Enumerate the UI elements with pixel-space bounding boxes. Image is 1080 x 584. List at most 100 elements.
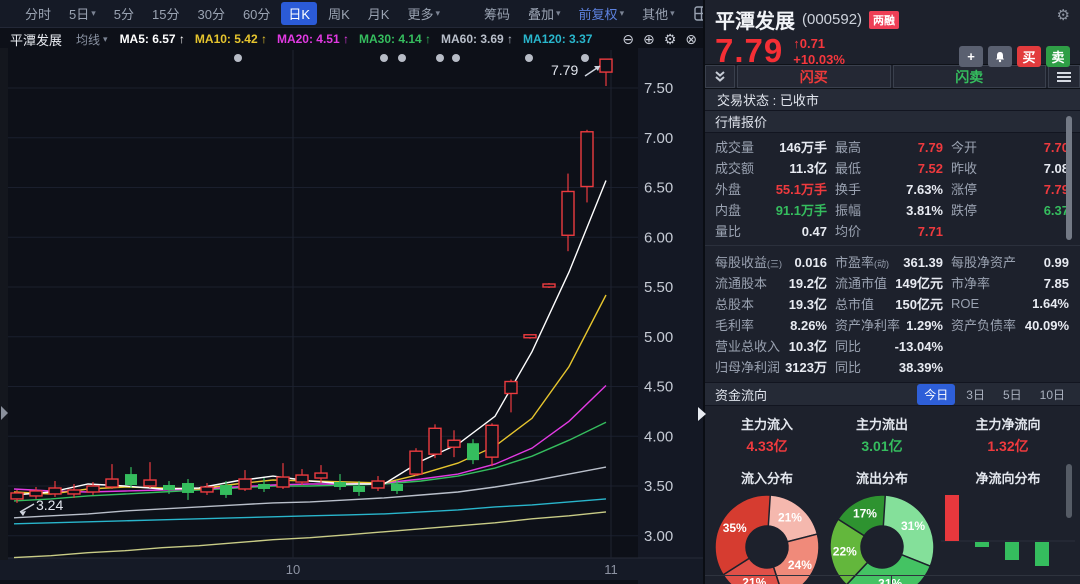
candle-body-down bbox=[467, 443, 479, 461]
candle-body-down bbox=[182, 483, 194, 493]
sell-button[interactable]: 卖 bbox=[1046, 46, 1070, 67]
period-tab-月K[interactable]: 月K bbox=[361, 2, 397, 25]
candle-body-up bbox=[371, 480, 385, 489]
finance-row: 营业总收入 10.3亿 同比 -13.04% bbox=[715, 335, 1072, 356]
event-dot bbox=[436, 54, 444, 62]
y-axis-label: 3.00 bbox=[644, 528, 673, 545]
finance-cell: 市净率 7.85 bbox=[951, 273, 1069, 292]
fund-tab-10日[interactable]: 10日 bbox=[1039, 387, 1065, 402]
chart-settings-icon[interactable]: ⚙ bbox=[663, 30, 677, 47]
donut-slice-label: 31% bbox=[901, 519, 925, 533]
quote-label: 外盘 bbox=[715, 182, 742, 197]
stock-name: 平潭发展 bbox=[715, 11, 795, 33]
period-tab-5日[interactable]: 5日 ▾ bbox=[62, 2, 103, 25]
finance-cell: ROE 1.64% bbox=[951, 296, 1069, 311]
finance-value: 19.2亿 bbox=[788, 276, 827, 291]
quote-label: 量比 bbox=[715, 224, 742, 239]
quote-value: 146万手 bbox=[779, 140, 827, 155]
quote-section-header: 行情报价 bbox=[705, 111, 1080, 133]
candle-body-down bbox=[125, 474, 137, 486]
period-tab-60分[interactable]: 60分 bbox=[236, 2, 277, 25]
finance-value: 149亿元 bbox=[895, 276, 943, 291]
candle-body-down bbox=[258, 484, 270, 489]
finance-cell: 流通市值 149亿元 bbox=[835, 273, 943, 292]
period-tab-label: 周K bbox=[328, 7, 350, 22]
quote-cell: 昨收 7.08 bbox=[951, 158, 1069, 177]
quote-value: 7.08 bbox=[1043, 161, 1069, 176]
tool-叠加[interactable]: 叠加 ▾ bbox=[521, 2, 568, 25]
candle-body-up bbox=[428, 427, 442, 455]
chevron-down-icon: ▾ bbox=[435, 8, 440, 18]
ma-legend-MA60: MA60: 3.69 ↑ bbox=[441, 32, 514, 46]
candle-body-up bbox=[447, 439, 461, 448]
close-chart-icon[interactable]: ⊗ bbox=[685, 30, 697, 47]
quote-label: 涨停 bbox=[951, 182, 978, 197]
fund-scrollbar[interactable] bbox=[1066, 464, 1072, 518]
period-tab-15分[interactable]: 15分 bbox=[145, 2, 186, 25]
tool-筹码[interactable]: 筹码 bbox=[477, 2, 517, 25]
period-tab-更多[interactable]: 更多 ▾ bbox=[400, 2, 447, 25]
alert-bell-button[interactable] bbox=[988, 46, 1012, 67]
fund-dist-title: 流出分布 bbox=[855, 471, 908, 486]
y-axis-label: 6.50 bbox=[644, 180, 673, 197]
period-tab-30分[interactable]: 30分 bbox=[190, 2, 231, 25]
zoom-out-icon[interactable]: ⊖ bbox=[622, 30, 634, 47]
ma-selector[interactable]: 均线 ▾ bbox=[76, 32, 108, 47]
period-tab-日K[interactable]: 日K bbox=[281, 2, 318, 25]
price-annotation: 7.79 bbox=[551, 62, 578, 78]
candle-body-up bbox=[295, 474, 309, 483]
tool-前复权[interactable]: 前复权 ▾ bbox=[572, 2, 632, 25]
candle-body-up bbox=[200, 486, 214, 493]
candle-body-up bbox=[10, 492, 24, 500]
fund-summary-value: 4.33亿 bbox=[746, 438, 788, 454]
quote-scrollbar[interactable] bbox=[1066, 116, 1072, 240]
fund-tab-5日[interactable]: 5日 bbox=[1002, 387, 1022, 402]
period-tab-5分[interactable]: 5分 bbox=[107, 2, 141, 25]
y-axis-label: 7.00 bbox=[644, 130, 673, 147]
buy-button[interactable]: 买 bbox=[1017, 46, 1041, 67]
panel-expand-icon[interactable] bbox=[698, 407, 706, 421]
finance-label-sub: (三) bbox=[767, 259, 783, 269]
finance-cell: 每股净资产 0.99 bbox=[951, 252, 1069, 271]
fund-tab-今日[interactable]: 今日 bbox=[917, 383, 956, 405]
quote-row: 量比 0.47 均价 7.71 bbox=[715, 220, 1072, 241]
finance-value: 19.3亿 bbox=[788, 297, 827, 312]
finance-value: 1.64% bbox=[1032, 296, 1069, 311]
quote-cell: 最低 7.52 bbox=[835, 158, 943, 177]
fund-tab-3日[interactable]: 3日 bbox=[966, 387, 985, 402]
finance-value: -13.04% bbox=[894, 339, 943, 354]
finance-row: 总股本 19.3亿 总市值 150亿元 ROE 1.64% bbox=[715, 293, 1072, 314]
period-tab-分时[interactable]: 分时 bbox=[18, 2, 58, 25]
flash-sell-button[interactable]: 闪卖 bbox=[892, 65, 1046, 88]
left-panel-handle-icon[interactable] bbox=[1, 406, 8, 420]
candle-body-up bbox=[485, 424, 499, 458]
panel-settings-icon[interactable]: ⚙ bbox=[1056, 7, 1070, 24]
collapse-down-icon[interactable] bbox=[705, 65, 735, 88]
finance-value: 38.39% bbox=[898, 360, 943, 375]
stock-code: (000592) bbox=[802, 11, 863, 28]
flash-trade-row: 闪买 闪卖 bbox=[705, 64, 1080, 89]
trade-menu-icon[interactable] bbox=[1048, 65, 1080, 88]
chevron-down-icon: ▾ bbox=[619, 8, 625, 18]
finance-label: 总市值 bbox=[835, 297, 875, 312]
finance-label: 流通市值 bbox=[835, 276, 888, 291]
fund-dist-charts: 21%24%21%35%31%31%22%17%特大大单中单小单 bbox=[705, 491, 1080, 584]
period-tab-周K[interactable]: 周K bbox=[321, 2, 357, 25]
net-flow-bar bbox=[945, 495, 959, 541]
tool-其他[interactable]: 其他 ▾ bbox=[635, 2, 682, 25]
left-collapse-strip bbox=[0, 48, 8, 560]
donut-slice bbox=[837, 494, 887, 537]
quote-value: 3.81% bbox=[906, 203, 943, 218]
stock-info-panel: 平潭发展 (000592) 两融 ⚙ 7.79 ↑0.71 +10.03% + … bbox=[698, 0, 1080, 584]
donut-slice-label: 22% bbox=[833, 545, 857, 559]
candle-body-up bbox=[276, 476, 290, 488]
kline-chart[interactable]: 7.50 7.00 6.50 6.00 5.50 5.00 4.50 4.00 3.50 3.00… bbox=[0, 48, 703, 584]
zoom-in-icon[interactable]: ⊕ bbox=[642, 30, 655, 47]
finance-cell: 每股收益 (三) 0.016 bbox=[715, 252, 827, 271]
event-dot bbox=[452, 54, 460, 62]
flash-buy-button[interactable]: 闪买 bbox=[737, 65, 891, 88]
fund-summary-value: 3.01亿 bbox=[861, 438, 903, 454]
candle-body-up bbox=[523, 334, 537, 339]
add-to-watchlist-button[interactable]: + bbox=[959, 46, 983, 67]
finance-value: 3123万 bbox=[785, 360, 827, 375]
